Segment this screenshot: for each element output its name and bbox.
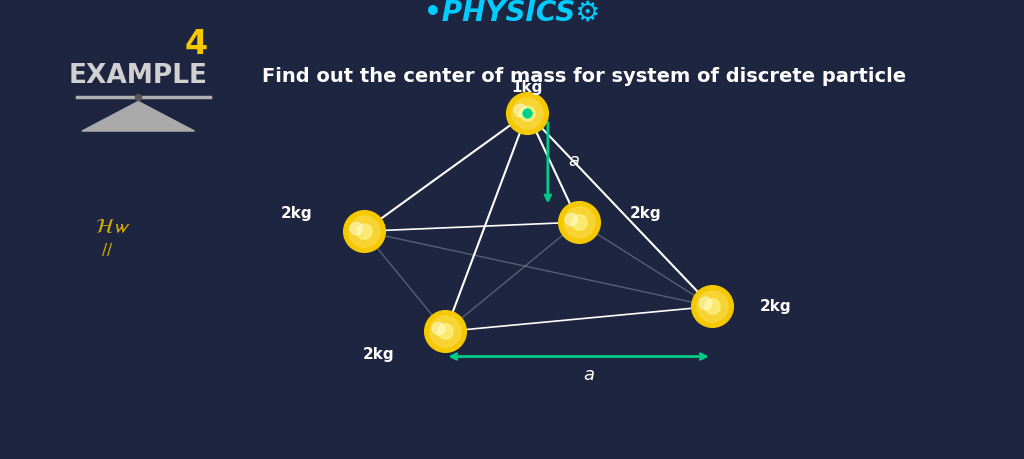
Point xyxy=(437,328,454,335)
Text: $\mathcal{Hw}$: $\mathcal{Hw}$ xyxy=(95,217,130,237)
Text: 2kg: 2kg xyxy=(364,347,394,362)
Polygon shape xyxy=(82,101,195,131)
Text: 2kg: 2kg xyxy=(760,299,791,314)
Point xyxy=(437,328,454,335)
Point xyxy=(519,109,536,117)
Point xyxy=(355,228,372,235)
Point xyxy=(570,218,587,226)
Point xyxy=(519,109,536,117)
Point xyxy=(355,228,372,235)
Point xyxy=(348,224,365,232)
Point xyxy=(696,300,713,307)
Text: Find out the center of mass for system of discrete particle: Find out the center of mass for system o… xyxy=(261,67,906,86)
Point xyxy=(570,218,587,226)
Point xyxy=(355,228,372,235)
Text: $\mathit{//}$: $\mathit{//}$ xyxy=(101,241,114,258)
Text: 4: 4 xyxy=(185,28,208,61)
Point xyxy=(519,109,536,117)
Text: 2kg: 2kg xyxy=(282,206,312,220)
Point xyxy=(570,218,587,226)
Text: 2kg: 2kg xyxy=(630,206,660,220)
Point xyxy=(130,93,146,101)
Text: $a$: $a$ xyxy=(583,366,595,384)
Point xyxy=(437,328,454,335)
Text: EXAMPLE: EXAMPLE xyxy=(69,63,208,90)
Point xyxy=(703,303,720,310)
Point xyxy=(519,109,536,117)
Text: •PHYSICS⚙: •PHYSICS⚙ xyxy=(424,0,600,27)
Point xyxy=(563,215,580,223)
Point xyxy=(703,303,720,310)
Point xyxy=(430,325,446,332)
Point xyxy=(703,303,720,310)
Text: 1kg: 1kg xyxy=(512,80,543,95)
Text: $a$: $a$ xyxy=(568,151,581,170)
Point xyxy=(512,106,528,113)
